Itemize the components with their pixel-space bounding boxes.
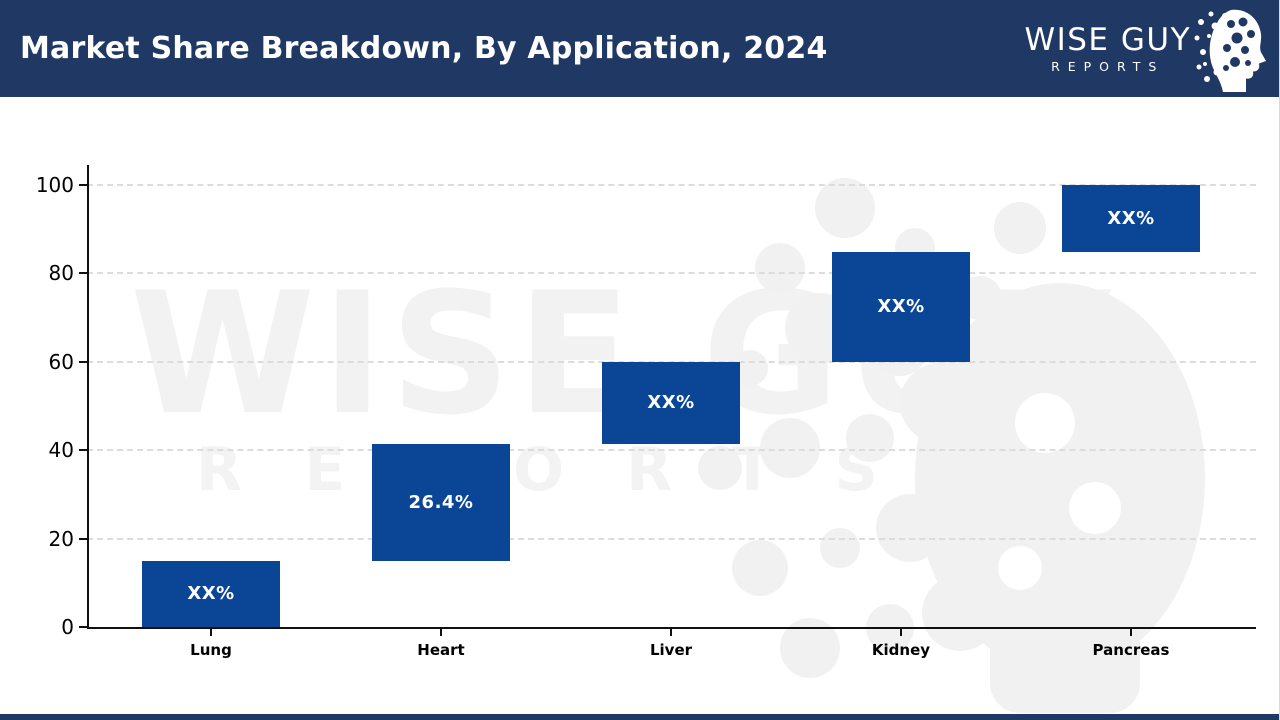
y-tick-mark <box>79 449 87 452</box>
x-tick-mark <box>1130 629 1132 636</box>
bar: XX% <box>142 560 280 627</box>
bar-value-label: XX% <box>187 583 235 605</box>
header-bar: Market Share Breakdown, By Application, … <box>0 0 1279 97</box>
bar-value-label: XX% <box>877 296 925 318</box>
bar: 26.4% <box>372 444 510 561</box>
y-tick-label: 80 <box>48 261 74 286</box>
x-axis-spine <box>87 627 1256 629</box>
x-tick-label: Kidney <box>871 641 931 659</box>
logo-text: WISE GUY REPORTS <box>1024 24 1191 74</box>
x-tick-mark <box>440 629 442 636</box>
logo-name: WISE GUY <box>1024 22 1191 59</box>
y-tick-label: 20 <box>48 526 74 551</box>
y-axis-spine <box>87 165 89 629</box>
page-title: Market Share Breakdown, By Application, … <box>20 31 828 66</box>
y-tick-mark <box>79 272 87 275</box>
x-tick-label: Pancreas <box>1092 641 1170 659</box>
gridline <box>87 449 1256 452</box>
bar: XX% <box>1062 185 1200 253</box>
wiseguy-logo: WISE GUY REPORTS <box>1024 4 1267 94</box>
x-tick-label: Heart <box>417 641 465 659</box>
bar-value-label: XX% <box>647 392 695 414</box>
gridline <box>87 537 1256 540</box>
bar-value-label: 26.4% <box>408 491 474 513</box>
y-tick-label: 100 <box>35 173 74 197</box>
gridline <box>87 184 1256 186</box>
logo-head-icon <box>1194 9 1266 92</box>
y-tick-mark <box>79 184 87 186</box>
y-tick-mark <box>79 626 87 628</box>
y-tick-label: 40 <box>48 438 74 463</box>
gridline <box>87 272 1256 275</box>
x-tick-mark <box>210 629 212 636</box>
x-tick-label: Liver <box>649 641 693 659</box>
x-tick-mark <box>670 629 672 636</box>
x-tick-label: Lung <box>190 641 232 659</box>
bar: XX% <box>602 361 740 444</box>
logo-tagline: REPORTS <box>1051 58 1165 74</box>
y-tick-label: 60 <box>48 349 74 374</box>
footer-bar <box>0 714 1279 720</box>
y-tick-label: 0 <box>61 615 74 639</box>
y-tick-mark <box>79 537 87 540</box>
bar-value-label: XX% <box>1107 208 1155 230</box>
y-tick-mark <box>79 360 87 363</box>
bar: XX% <box>832 252 970 362</box>
x-tick-mark <box>900 629 902 636</box>
